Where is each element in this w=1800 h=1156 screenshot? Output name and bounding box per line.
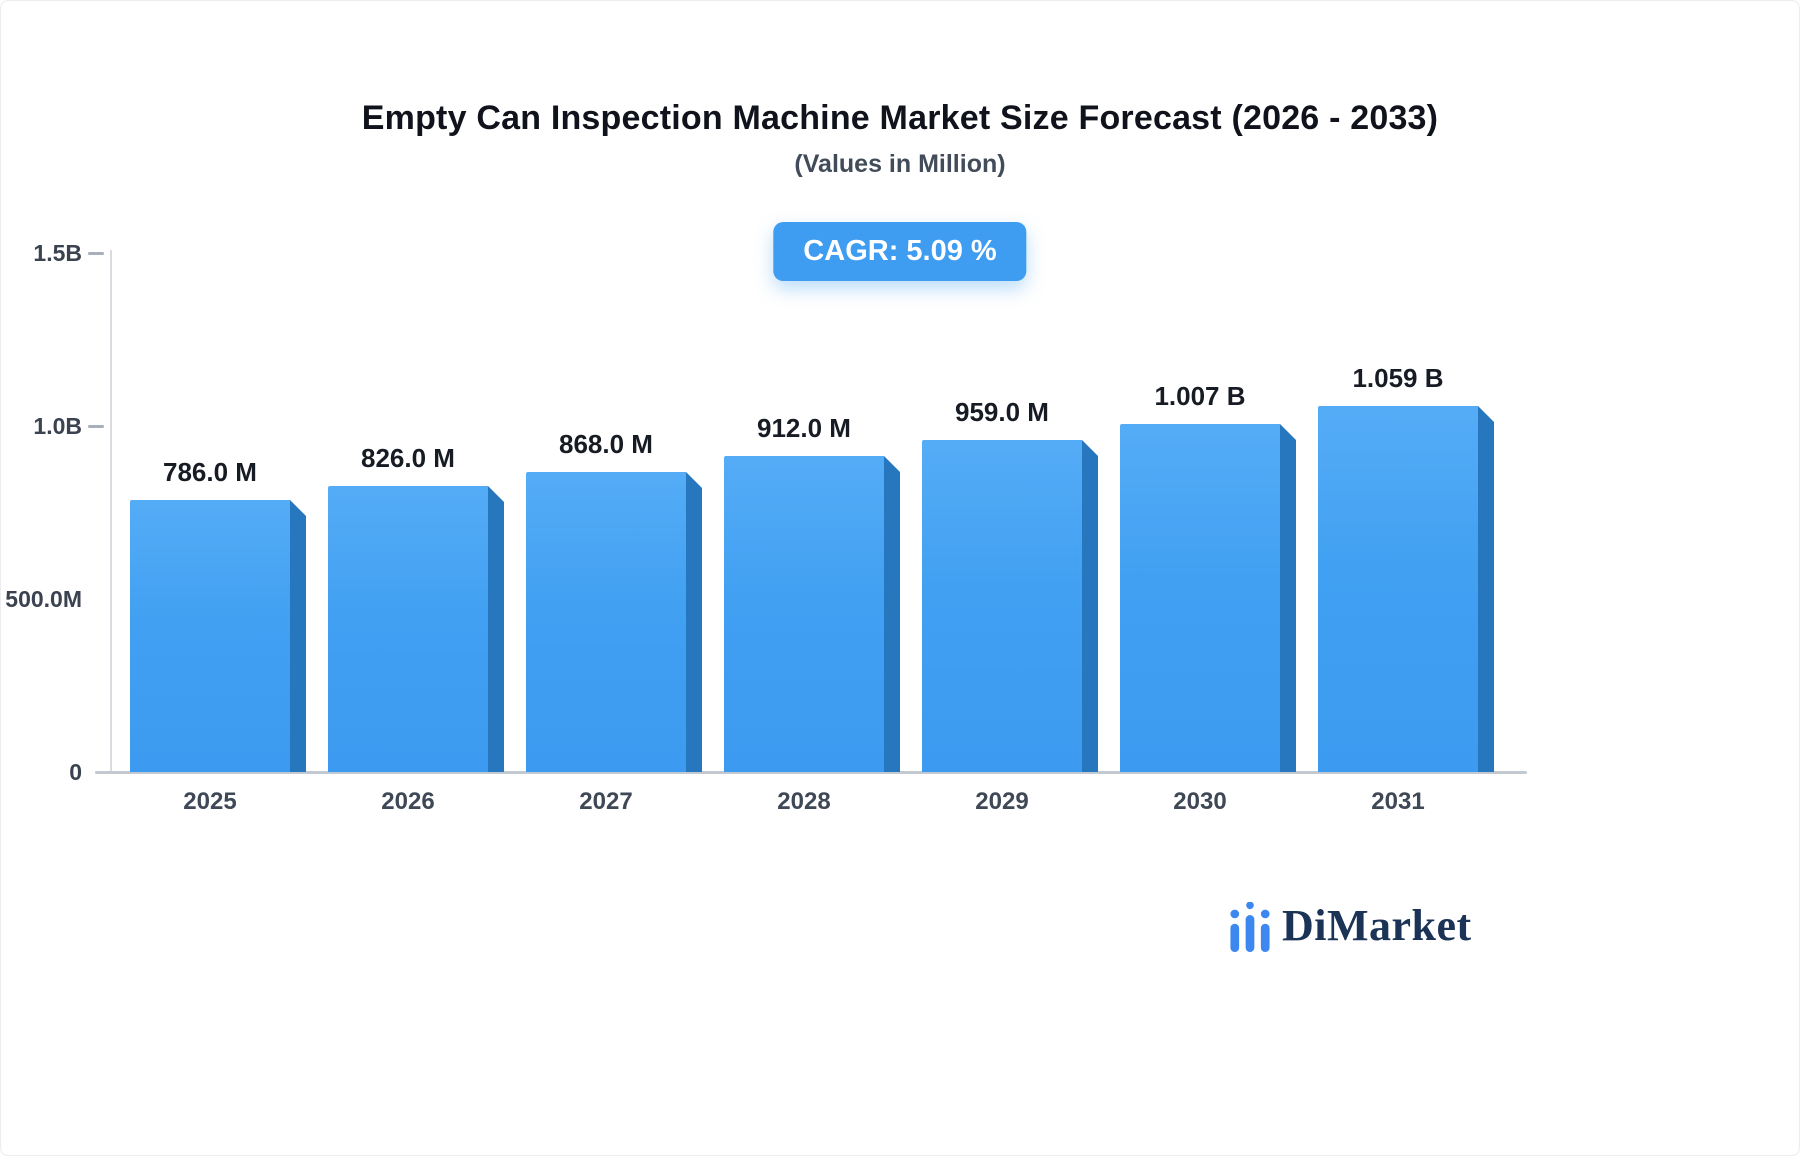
bar-value-label: 1.059 B [1352,363,1444,393]
bar-side [1082,440,1098,772]
x-tick-label: 2025 [183,788,237,815]
bar-side [488,486,504,772]
y-tick-label: 1.5B [33,240,82,266]
bar-face [724,456,884,772]
y-tick-label: 500.0M [5,586,82,612]
bar [130,500,306,772]
y-tick-dash [88,252,104,255]
bar-value-label: 868.0 M [559,429,653,459]
brand-name: DiMarket [1282,901,1472,950]
y-axis-line [110,250,112,772]
bar-face [130,500,290,772]
x-tick-label: 2031 [1371,788,1425,815]
bar [1318,406,1494,772]
x-axis-labels: 2025 2026 2027 2028 2029 2030 2031 [110,788,1520,822]
bar-side [686,472,702,772]
bar-value-label: 959.0 M [955,397,1049,427]
y-tick-dash [88,425,104,428]
bar-face [328,486,488,772]
bar-value-label: 826.0 M [361,443,455,473]
bar-face [922,440,1082,772]
bar-chart-icon [1230,902,1270,952]
y-tick-label: 1.0B [33,413,82,439]
cagr-badge: CAGR: 5.09 % [773,222,1027,281]
chart-title: Empty Can Inspection Machine Market Size… [361,99,1439,137]
x-tick-label: 2028 [777,788,831,815]
bar-side [290,500,306,772]
bar-value-label: 786.0 M [163,457,257,487]
chart-subtitle: (Values in Million) [794,150,1006,178]
bar-face [1120,424,1280,772]
bar-side [1280,424,1296,772]
brand-logo: DiMarket [1228,900,1472,952]
bar-face [1318,406,1478,772]
bar-value-label: 1.007 B [1154,381,1246,411]
x-tick-label: 2030 [1173,788,1227,815]
x-tick-label: 2026 [381,788,435,815]
bar-side [1478,406,1494,772]
bar-chart-plot-area: 786.0 M 826.0 M 868.0 M 912.0 M 959.0 M 1.007… [110,253,1520,772]
bar-face [526,472,686,772]
bar [922,440,1098,772]
bar-value-label: 912.0 M [757,413,851,443]
bar-side [884,456,900,772]
x-tick-label: 2027 [579,788,633,815]
x-tick-label: 2029 [975,788,1029,815]
y-tick-label: 0 [69,759,82,785]
bar [724,456,900,772]
bar [328,486,504,772]
x-axis-line [95,771,1527,774]
cagr-badge-label: CAGR: 5.09 % [803,235,997,267]
bar [526,472,702,772]
bar [1120,424,1296,772]
